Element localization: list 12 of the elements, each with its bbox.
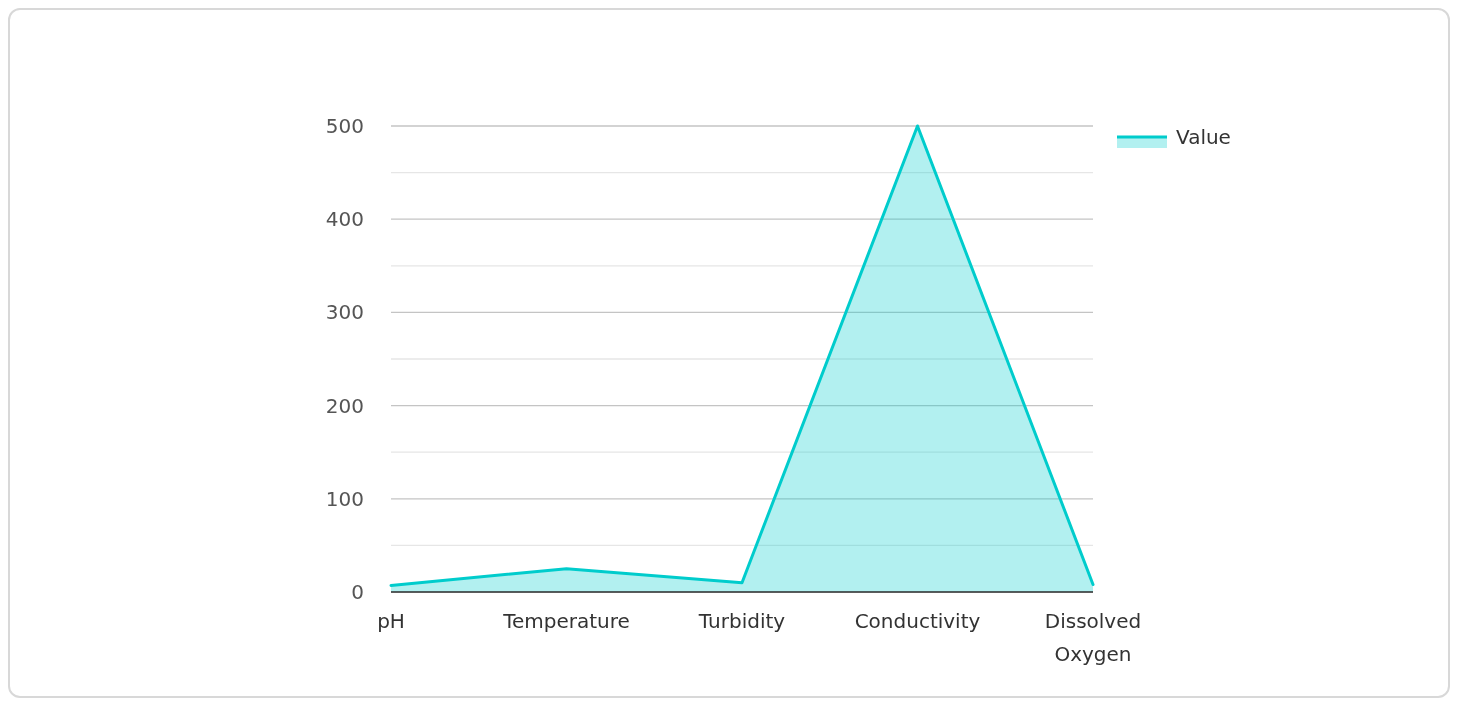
legend-label: Value: [1176, 125, 1231, 149]
y-tick-label: 300: [325, 300, 364, 325]
x-tick-label: pH: [377, 609, 405, 633]
y-tick-label: 200: [325, 393, 364, 418]
x-tick-label: Dissolved Oxygen: [1044, 609, 1142, 666]
x-tick-label: Conductivity: [854, 609, 981, 633]
x-tick-label: Temperature: [502, 609, 630, 633]
y-tick-label: 400: [325, 207, 364, 232]
y-tick-label: 500: [325, 114, 364, 138]
x-tick-label: Turbidity: [697, 609, 786, 633]
y-tick-label: 0: [351, 580, 364, 604]
y-tick-label: 100: [325, 486, 364, 511]
